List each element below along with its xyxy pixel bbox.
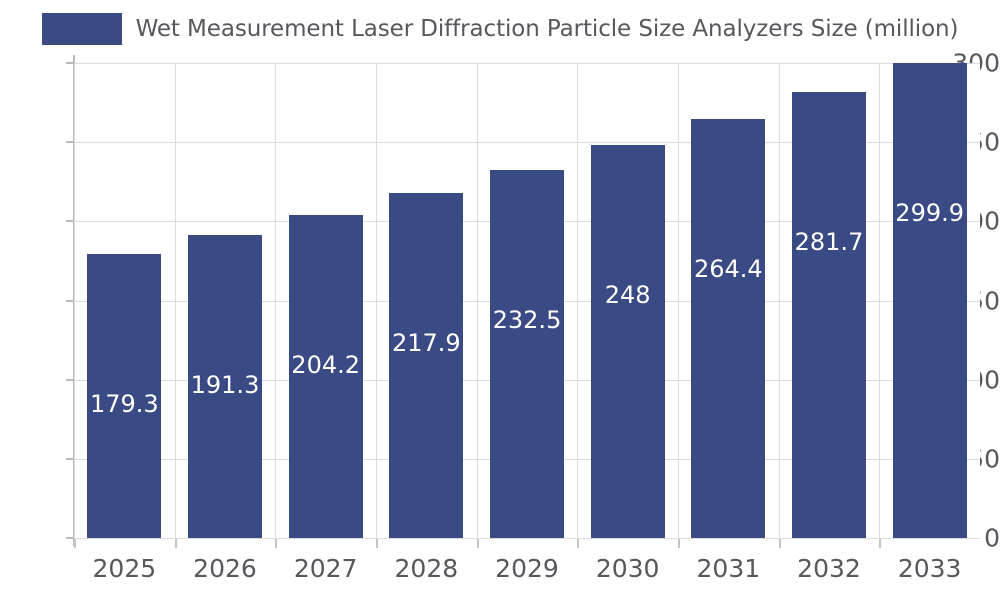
y-axis-tick-label: 0: [984, 523, 1000, 553]
bar-value-label: 191.3: [190, 371, 260, 400]
x-axis-tick-mark: [74, 539, 76, 548]
legend-color-swatch: [41, 13, 122, 45]
bar-value-label: 281.7: [794, 227, 864, 256]
x-axis-tick-mark: [879, 539, 881, 548]
x-axis-tick-mark: [678, 539, 680, 548]
legend-item-label: Wet Measurement Laser Diffraction Partic…: [135, 16, 959, 42]
bar[interactable]: [892, 63, 967, 538]
vertical-grid-line: [577, 63, 578, 538]
y-axis-tick-mark: [66, 537, 74, 539]
bar[interactable]: [792, 91, 866, 538]
bar-value-label: 264.4: [693, 255, 763, 284]
x-axis-tick-mark: [175, 539, 177, 548]
x-axis-tick-label: 2031: [696, 554, 761, 583]
x-axis-tick-mark: [477, 539, 479, 548]
x-axis-tick-label: 2032: [797, 554, 861, 583]
vertical-grid-line: [879, 63, 880, 538]
vertical-grid-line: [275, 63, 276, 538]
bar[interactable]: [288, 214, 363, 538]
vertical-grid-line: [678, 63, 679, 538]
y-axis-tick-mark: [66, 141, 74, 144]
horizontal-grid-line: [74, 63, 980, 64]
chart-legend: Wet Measurement Laser Diffraction Partic…: [0, 0, 1000, 58]
x-axis-tick-mark: [275, 539, 277, 548]
vertical-grid-line: [376, 63, 377, 538]
bar-value-label: 204.2: [291, 350, 361, 379]
vertical-grid-line: [779, 63, 780, 538]
bar-value-label: 217.9: [391, 328, 461, 357]
vertical-grid-line: [477, 63, 478, 538]
x-axis-tick-mark: [577, 539, 579, 548]
vertical-grid-line: [74, 63, 75, 538]
bar[interactable]: [691, 119, 766, 538]
bar-value-label: 248: [604, 281, 651, 310]
bar-value-label: 179.3: [89, 390, 159, 419]
bar[interactable]: [87, 254, 162, 538]
y-axis-tick-mark: [66, 220, 74, 223]
plot-area: 179.3 191.3 204.2 217.9 232.5 248 264.4 281.7 29…: [74, 63, 980, 539]
x-axis-tick-label: 2026: [193, 554, 257, 583]
y-axis-tick-mark: [66, 299, 74, 302]
x-axis-tick-mark: [376, 539, 378, 548]
x-axis-tick-label: 2033: [897, 554, 962, 583]
legend-item[interactable]: Wet Measurement Laser Diffraction Partic…: [41, 13, 959, 45]
bar-value-label: 299.9: [895, 199, 965, 228]
bar-value-label: 232.5: [492, 305, 562, 334]
y-axis-tick-mark: [66, 457, 74, 460]
y-axis-tick-mark: [66, 378, 74, 381]
x-axis-tick-mark: [779, 539, 781, 548]
bar[interactable]: [389, 193, 464, 538]
bar[interactable]: [490, 169, 564, 538]
x-axis-tick-label: 2029: [495, 554, 559, 583]
y-axis-tick-mark: [66, 62, 74, 64]
x-axis-tick-label: 2027: [293, 554, 358, 583]
x-axis-tick-label: 2025: [92, 554, 157, 583]
vertical-grid-line: [175, 63, 176, 538]
bar[interactable]: [188, 235, 262, 538]
bar[interactable]: [590, 145, 665, 538]
x-axis-tick-label: 2028: [394, 554, 459, 583]
x-axis-tick-label: 2030: [595, 554, 660, 583]
horizontal-grid-line: [74, 142, 980, 144]
horizontal-grid-line: [74, 538, 980, 539]
